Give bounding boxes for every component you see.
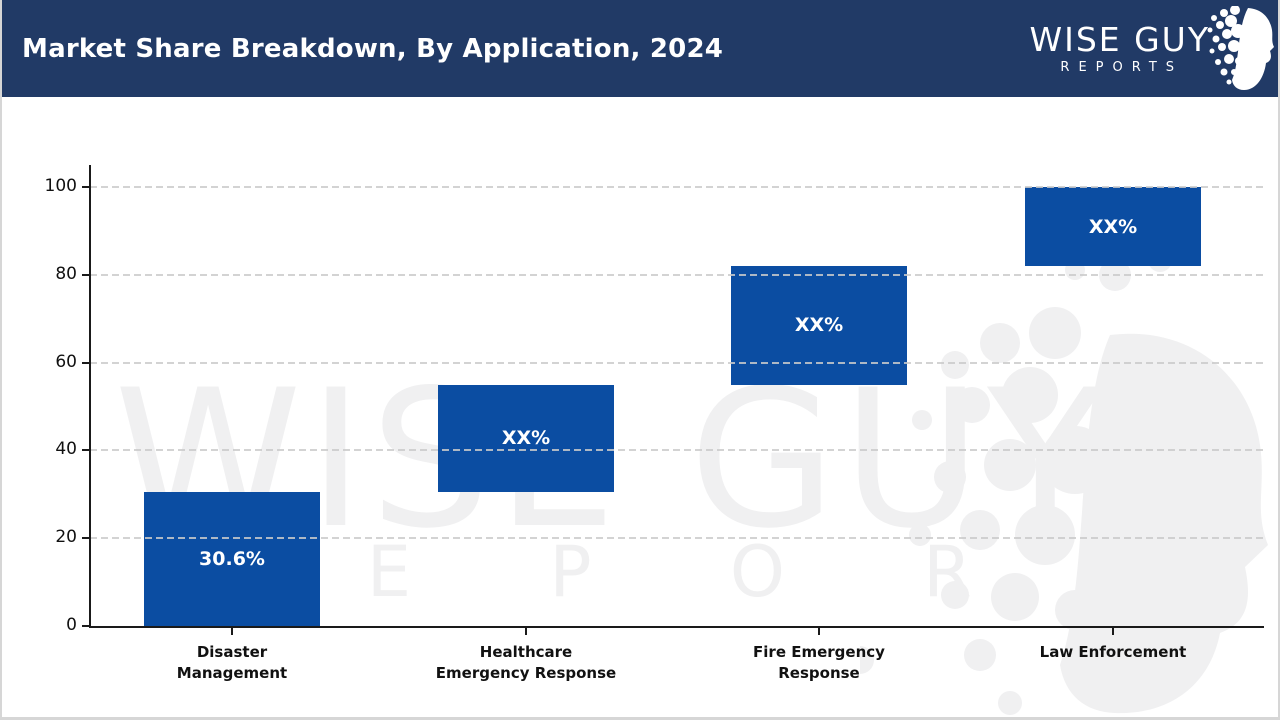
report-header: Market Share Breakdown, By Application, … — [2, 0, 1278, 97]
y-gridline — [90, 449, 1264, 452]
x-category-label: Healthcare Emergency Response — [401, 642, 651, 684]
y-tick-label: 100 — [44, 176, 77, 196]
y-tick-mark — [82, 186, 90, 188]
y-tick-mark — [82, 361, 90, 364]
bar-value-label: XX% — [1088, 215, 1138, 238]
x-category-label: Fire Emergency Response — [694, 642, 944, 684]
bar-segment — [731, 266, 907, 385]
y-gridline — [90, 273, 1264, 276]
wiseguy-logo: WISE GUY REPORTS — [1026, 4, 1276, 94]
bar-segment — [438, 384, 614, 492]
x-category-label-line: Disaster — [196, 643, 268, 661]
x-category-label: Disaster Management — [107, 642, 357, 684]
bar-value-label: 30.6% — [199, 547, 265, 570]
x-category-label-line: Response — [778, 664, 860, 682]
x-tick-mark — [525, 628, 527, 635]
x-category-label-line: Management — [176, 664, 288, 682]
x-axis-line — [89, 626, 1264, 628]
y-tick-label: 20 — [55, 527, 77, 548]
x-tick-mark — [231, 628, 233, 635]
x-category-label: Law Enforcement — [988, 642, 1238, 663]
logo-wordmark: WISE GUY — [1029, 20, 1210, 59]
x-category-label-line: Fire Emergency — [753, 643, 885, 661]
y-gridline — [90, 537, 1264, 540]
x-category-label-line: Healthcare — [479, 643, 573, 661]
y-tick-label: 80 — [55, 263, 77, 284]
x-category-label-line: Law Enforcement — [1039, 643, 1187, 661]
bar-segment — [144, 491, 320, 626]
y-axis-line — [89, 165, 91, 628]
bar-value-label: XX% — [794, 314, 844, 337]
x-tick-mark — [818, 628, 820, 635]
x-category-label-line: Emergency Response — [435, 664, 617, 682]
y-tick-mark — [82, 625, 90, 627]
chart-title: Market Share Breakdown, By Application, … — [22, 33, 724, 64]
chart-area: WISE GUY R E P O R T S 0 20 40 60 80 100 30.6%… — [2, 97, 1278, 717]
y-tick-label: 60 — [55, 351, 77, 372]
logo-subtext: REPORTS — [1060, 60, 1184, 75]
x-tick-mark — [1112, 628, 1114, 635]
y-tick-mark — [82, 537, 90, 540]
watermark-head-icon — [860, 248, 1268, 715]
logo-text: WISE GUY REPORTS — [1029, 22, 1210, 76]
logo-head-icon — [1207, 6, 1274, 90]
y-tick-label: 40 — [55, 439, 77, 460]
y-tick-label: 0 — [66, 615, 77, 635]
y-tick-mark — [82, 449, 90, 452]
y-gridline — [90, 361, 1264, 364]
y-tick-mark — [82, 273, 90, 276]
bar-segment — [1025, 187, 1201, 267]
bar-value-label: XX% — [501, 427, 551, 450]
y-gridline — [90, 186, 1264, 188]
